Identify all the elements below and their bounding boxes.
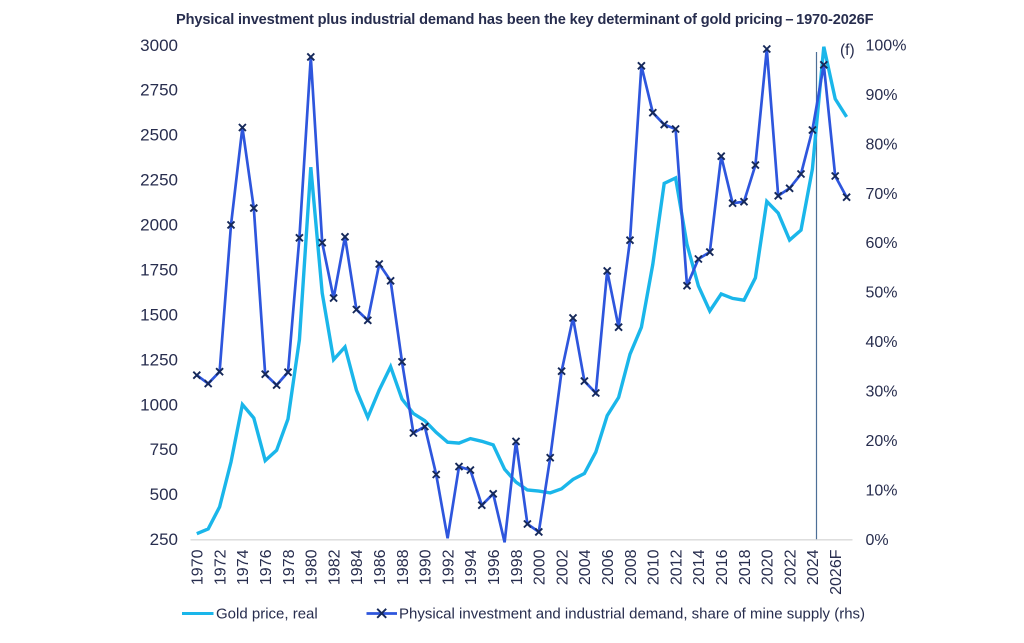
svg-text:1998: 1998 xyxy=(509,549,526,585)
svg-text:1978: 1978 xyxy=(281,549,298,585)
svg-text:2004: 2004 xyxy=(577,549,594,585)
svg-text:Physical investment plus indus: Physical investment plus industrial dema… xyxy=(176,12,874,28)
svg-text:2010: 2010 xyxy=(646,549,663,585)
svg-text:1990: 1990 xyxy=(418,549,435,585)
svg-text:1992: 1992 xyxy=(440,549,457,585)
svg-text:0%: 0% xyxy=(866,532,889,549)
svg-text:Physical investment and indust: Physical investment and industrial deman… xyxy=(399,606,865,623)
svg-text:20%: 20% xyxy=(866,433,898,450)
svg-text:2000: 2000 xyxy=(532,549,549,585)
svg-text:2026F: 2026F xyxy=(828,549,845,595)
svg-text:500: 500 xyxy=(150,485,178,504)
svg-text:2250: 2250 xyxy=(140,171,178,190)
svg-text:1982: 1982 xyxy=(326,549,343,585)
svg-text:2750: 2750 xyxy=(140,81,178,100)
svg-text:2000: 2000 xyxy=(140,216,178,235)
svg-text:2018: 2018 xyxy=(737,549,754,585)
svg-text:1984: 1984 xyxy=(349,549,366,585)
svg-text:(f): (f) xyxy=(840,42,855,59)
svg-text:80%: 80% xyxy=(866,136,898,153)
svg-text:2014: 2014 xyxy=(691,549,708,585)
svg-text:1976: 1976 xyxy=(258,549,275,585)
svg-text:2012: 2012 xyxy=(668,549,685,585)
svg-text:90%: 90% xyxy=(866,87,898,104)
svg-text:10%: 10% xyxy=(866,482,898,499)
svg-text:50%: 50% xyxy=(866,285,898,302)
svg-text:2020: 2020 xyxy=(760,549,777,585)
svg-text:40%: 40% xyxy=(866,334,898,351)
svg-text:1000: 1000 xyxy=(140,395,178,414)
svg-text:2008: 2008 xyxy=(623,549,640,585)
svg-text:1988: 1988 xyxy=(395,549,412,585)
svg-text:30%: 30% xyxy=(866,384,898,401)
svg-text:60%: 60% xyxy=(866,235,898,252)
svg-text:Gold price, real: Gold price, real xyxy=(216,606,318,623)
svg-text:1250: 1250 xyxy=(140,350,178,369)
svg-text:3000: 3000 xyxy=(140,36,178,55)
svg-text:1974: 1974 xyxy=(235,549,252,585)
svg-text:1994: 1994 xyxy=(463,549,480,585)
svg-text:750: 750 xyxy=(150,440,178,459)
svg-text:2024: 2024 xyxy=(805,549,822,585)
svg-text:1970: 1970 xyxy=(190,549,207,585)
svg-text:1986: 1986 xyxy=(372,549,389,585)
svg-text:2022: 2022 xyxy=(782,549,799,585)
svg-text:2016: 2016 xyxy=(714,549,731,585)
svg-text:100%: 100% xyxy=(866,38,907,55)
svg-text:70%: 70% xyxy=(866,186,898,203)
svg-text:1996: 1996 xyxy=(486,549,503,585)
svg-text:250: 250 xyxy=(150,530,178,549)
svg-text:1750: 1750 xyxy=(140,261,178,280)
svg-text:1980: 1980 xyxy=(304,549,321,585)
svg-text:2002: 2002 xyxy=(554,549,571,585)
svg-text:2006: 2006 xyxy=(600,549,617,585)
svg-text:2500: 2500 xyxy=(140,126,178,145)
svg-text:1500: 1500 xyxy=(140,305,178,324)
svg-text:1972: 1972 xyxy=(212,549,229,585)
